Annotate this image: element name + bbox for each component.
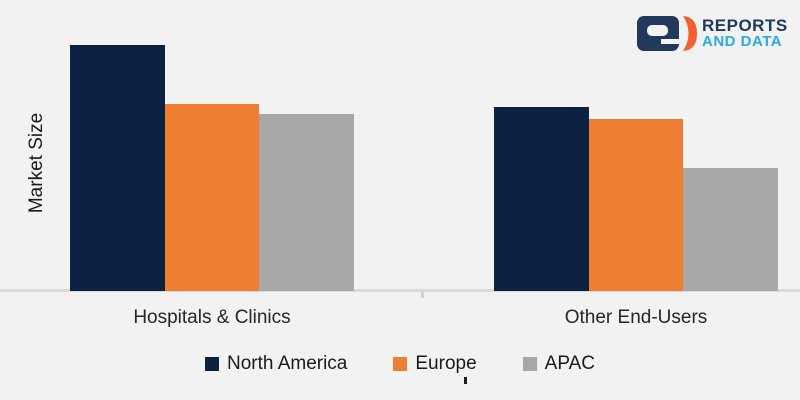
- category-label-hospitals-clinics: Hospitals & Clinics: [133, 307, 291, 328]
- x-axis-category-tick: [421, 292, 424, 298]
- legend-swatch-north-america: [205, 357, 219, 371]
- legend-label-apac: APAC: [544, 353, 595, 374]
- legend-swatch-europe: [393, 357, 408, 371]
- legend-label-europe: Europe: [415, 353, 477, 374]
- bar-apac-hospitals-clinics: [259, 113, 355, 291]
- bar-europe-hospitals-clinics: [164, 104, 260, 291]
- bar-north-america-hospitals-clinics: [70, 45, 165, 291]
- legend-label-north-america: North America: [227, 353, 348, 374]
- legend: North America Europe APAC: [0, 353, 800, 375]
- bar-europe-other-end-users: [588, 118, 684, 291]
- legend-swatch-apac: [522, 357, 537, 371]
- category-label-other-end-users: Other End-Users: [564, 307, 708, 328]
- stray-tick-mark: [464, 377, 467, 384]
- brand-logo-text-top: REPORTS: [702, 16, 788, 35]
- brand-logo-text: REPORTS AND DATA: [702, 16, 788, 50]
- legend-item-apac: APAC: [522, 353, 595, 375]
- brand-logo: REPORTS AND DATA: [637, 16, 788, 51]
- x-axis-line: [0, 289, 800, 292]
- legend-item-europe: Europe: [393, 353, 477, 375]
- legend-item-north-america: North America: [205, 353, 347, 375]
- brand-logo-text-bottom: AND DATA: [702, 33, 783, 50]
- y-axis-title: Market Size: [26, 112, 47, 214]
- bar-apac-other-end-users: [683, 168, 779, 291]
- bar-north-america-other-end-users: [494, 106, 589, 291]
- brand-logo-mark-icon: [637, 16, 697, 51]
